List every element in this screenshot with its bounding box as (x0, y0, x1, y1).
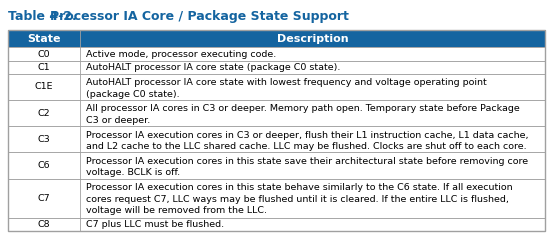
Bar (8, 30, 545, 47)
Bar (8, 218, 545, 231)
Text: All processor IA cores in C3 or deeper. Memory path open. Temporary state before: All processor IA cores in C3 or deeper. … (86, 104, 520, 125)
Text: C3: C3 (38, 135, 51, 144)
Text: State: State (28, 34, 61, 44)
Bar (8, 30, 545, 231)
Text: C2: C2 (38, 109, 51, 118)
Text: AutoHALT processor IA core state with lowest frequency and voltage operating poi: AutoHALT processor IA core state with lo… (86, 78, 487, 99)
Bar (8, 61, 545, 74)
Text: C1E: C1E (35, 82, 53, 91)
Text: C0: C0 (38, 50, 51, 59)
Bar (8, 47, 545, 61)
Text: Processor IA execution cores in this state behave similarly to the C6 state. If : Processor IA execution cores in this sta… (86, 183, 513, 215)
Text: C6: C6 (38, 161, 51, 170)
Text: AutoHALT processor IA core state (package C0 state).: AutoHALT processor IA core state (packag… (86, 63, 341, 72)
Text: Table 4-2.: Table 4-2. (8, 10, 77, 23)
Bar (8, 152, 545, 179)
Bar (8, 100, 545, 126)
Text: Description: Description (277, 34, 349, 44)
Text: C7 plus LLC must be flushed.: C7 plus LLC must be flushed. (86, 220, 224, 229)
Text: C8: C8 (38, 220, 51, 229)
Bar (8, 74, 545, 100)
Bar (8, 126, 545, 152)
Text: C7: C7 (38, 194, 51, 203)
Text: Processor IA execution cores in C3 or deeper, flush their L1 instruction cache, : Processor IA execution cores in C3 or de… (86, 131, 529, 151)
Text: C1: C1 (38, 63, 51, 72)
Text: Active mode, processor executing code.: Active mode, processor executing code. (86, 50, 277, 59)
Text: Processor IA execution cores in this state save their architectural state before: Processor IA execution cores in this sta… (86, 157, 529, 177)
Text: Processor IA Core / Package State Support: Processor IA Core / Package State Suppor… (50, 10, 349, 23)
Bar (8, 179, 545, 218)
